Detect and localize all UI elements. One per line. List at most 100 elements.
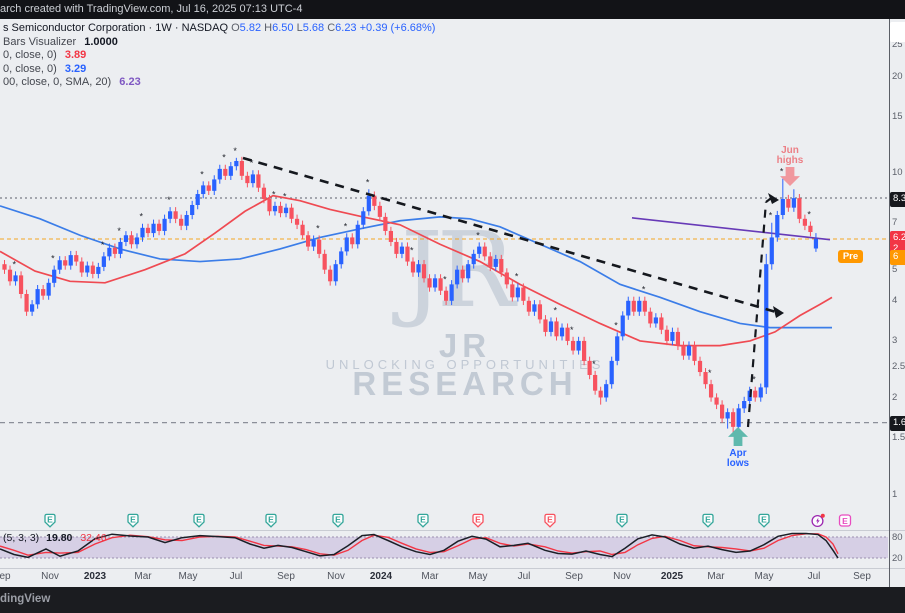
time-axis-label[interactable]: Nov — [327, 571, 345, 582]
pane-separator[interactable] — [0, 530, 905, 531]
earnings-e-icon[interactable]: E — [701, 513, 715, 534]
candle-body — [311, 239, 316, 247]
candle-body — [245, 175, 250, 184]
candle-body — [322, 253, 327, 270]
candle-body — [90, 265, 95, 274]
candle-body — [548, 321, 554, 332]
candle-marker-icon: * — [752, 375, 756, 385]
indicator-row-ema-fast[interactable]: 0, close, 0) 3.89 — [3, 49, 87, 61]
time-axis-label[interactable]: 2023 — [83, 571, 107, 582]
dashed-trendline[interactable] — [242, 156, 777, 314]
candle-body — [488, 256, 493, 267]
candle-body — [587, 360, 592, 375]
candle-marker-icon: * — [476, 230, 480, 240]
candle-body — [637, 300, 642, 312]
candle-body — [217, 168, 222, 180]
candle-body — [74, 255, 79, 262]
time-axis-label[interactable]: Jul — [807, 571, 821, 582]
candle-body — [626, 300, 631, 316]
earnings-e-icon[interactable]: E — [192, 513, 206, 534]
stochastic-legend[interactable]: (5, 3, 3) 19.80 32.46 — [3, 532, 107, 544]
symbol-name[interactable]: s Semiconductor Corporation — [3, 22, 146, 34]
candle-body — [30, 304, 35, 312]
jun-highs-label: Jun highs — [776, 145, 804, 166]
earnings-e-icon[interactable]: E — [757, 513, 771, 534]
earnings-e-icon[interactable]: E — [126, 513, 140, 534]
candle-body — [427, 278, 432, 288]
ma200-line[interactable] — [631, 217, 831, 241]
indicator-row-bars-visualizer[interactable]: Bars Visualizer 1.0000 — [3, 35, 118, 48]
candle-marker-icon: * — [807, 210, 811, 220]
event-flash-icon[interactable] — [811, 513, 826, 533]
time-axis-label[interactable]: Sep — [277, 571, 295, 582]
candle-body — [664, 329, 669, 341]
svg-text:E: E — [842, 516, 848, 526]
candle-body — [653, 317, 658, 324]
time-axis-label[interactable]: Nov — [41, 571, 59, 582]
interval[interactable]: 1W — [155, 22, 172, 34]
time-axis-label[interactable]: Nov — [613, 571, 631, 582]
candle-body — [339, 251, 344, 265]
candle-body — [432, 278, 438, 288]
time-axis-label[interactable]: Sep — [565, 571, 583, 582]
price-axis-tick: 7 — [892, 217, 898, 228]
candle-marker-icon: * — [570, 325, 574, 335]
earnings-e-icon[interactable]: E — [331, 513, 345, 534]
candle-body — [405, 246, 410, 262]
time-axis-label[interactable]: Jul — [229, 571, 243, 582]
earnings-e-icon[interactable]: E — [543, 513, 557, 534]
high-value: 6.50 — [272, 22, 294, 34]
candle-body — [112, 247, 117, 254]
time-axis-label[interactable]: May — [178, 571, 198, 582]
earnings-e-icon[interactable]: E — [43, 513, 57, 534]
time-axis-label[interactable]: Mar — [134, 571, 152, 582]
candle-body — [68, 255, 73, 266]
time-axis[interactable]: ep Nov 2023 Mar May Jul Sep Nov 2024 Mar May Jul Sep… — [0, 568, 905, 587]
earnings-e-icon[interactable]: E — [416, 513, 430, 534]
time-axis-label[interactable]: Sep — [853, 571, 871, 582]
candle-body — [764, 264, 769, 388]
price-axis-border — [889, 19, 890, 587]
price-axis[interactable]: 25 20 15 10 7 5 4 3 2.5 2 1.5 1 80 20 8.36 6.2326 1.67 — [890, 19, 905, 587]
earnings-e-icon[interactable]: E — [264, 513, 278, 534]
candle-body — [659, 317, 664, 330]
time-axis-label[interactable]: Mar — [707, 571, 725, 582]
time-axis-label[interactable]: Jul — [517, 571, 531, 582]
candle-body — [791, 198, 796, 208]
candle-body — [499, 258, 504, 273]
candle-marker-icon: * — [233, 146, 237, 156]
earnings-e-icon[interactable]: E — [615, 513, 629, 534]
time-axis-label[interactable]: 2025 — [660, 571, 684, 582]
indicator-row-ema-slow[interactable]: 0, close, 0) 3.29 — [3, 62, 87, 75]
symbol-legend[interactable]: s Semiconductor Corporation · 1W · NASDA… — [3, 22, 435, 90]
stoch-d-value: 32.46 — [80, 532, 107, 544]
symbol-title-row[interactable]: s Semiconductor Corporation · 1W · NASDA… — [3, 22, 436, 34]
candle-body — [703, 372, 708, 385]
candle-marker-icon: * — [366, 177, 370, 187]
candle-body — [156, 223, 162, 231]
attribution-text: arch created with TradingView.com, Jul 1… — [0, 3, 303, 15]
dashed-trendline[interactable] — [765, 195, 775, 203]
candle-marker-icon: * — [769, 211, 773, 221]
dashed-trendline[interactable] — [746, 201, 768, 428]
candle-body — [289, 207, 294, 219]
candle-marker-icon: * — [554, 305, 558, 315]
time-axis-label[interactable]: Mar — [421, 571, 439, 582]
indicator-row-ma200[interactable]: 00, close, 0, SMA, 20) 6.23 — [3, 76, 141, 88]
earnings-e-icon[interactable]: E — [471, 513, 485, 534]
candle-body — [96, 266, 101, 274]
tradingview-logo[interactable]: dingView — [0, 593, 51, 605]
candle-body — [731, 412, 736, 427]
candle-body — [576, 340, 581, 351]
candle-body — [79, 261, 84, 273]
earnings-e-icon[interactable]: E — [838, 513, 852, 533]
time-axis-label[interactable]: May — [468, 571, 488, 582]
time-axis-label[interactable]: May — [754, 571, 774, 582]
candle-body — [482, 246, 487, 257]
time-axis-label[interactable]: 2024 — [369, 571, 393, 582]
candle-body — [195, 194, 200, 205]
price-label-box: 6 — [890, 249, 905, 265]
time-axis-label[interactable]: ep — [0, 571, 11, 582]
candlestick-series[interactable] — [2, 156, 819, 436]
